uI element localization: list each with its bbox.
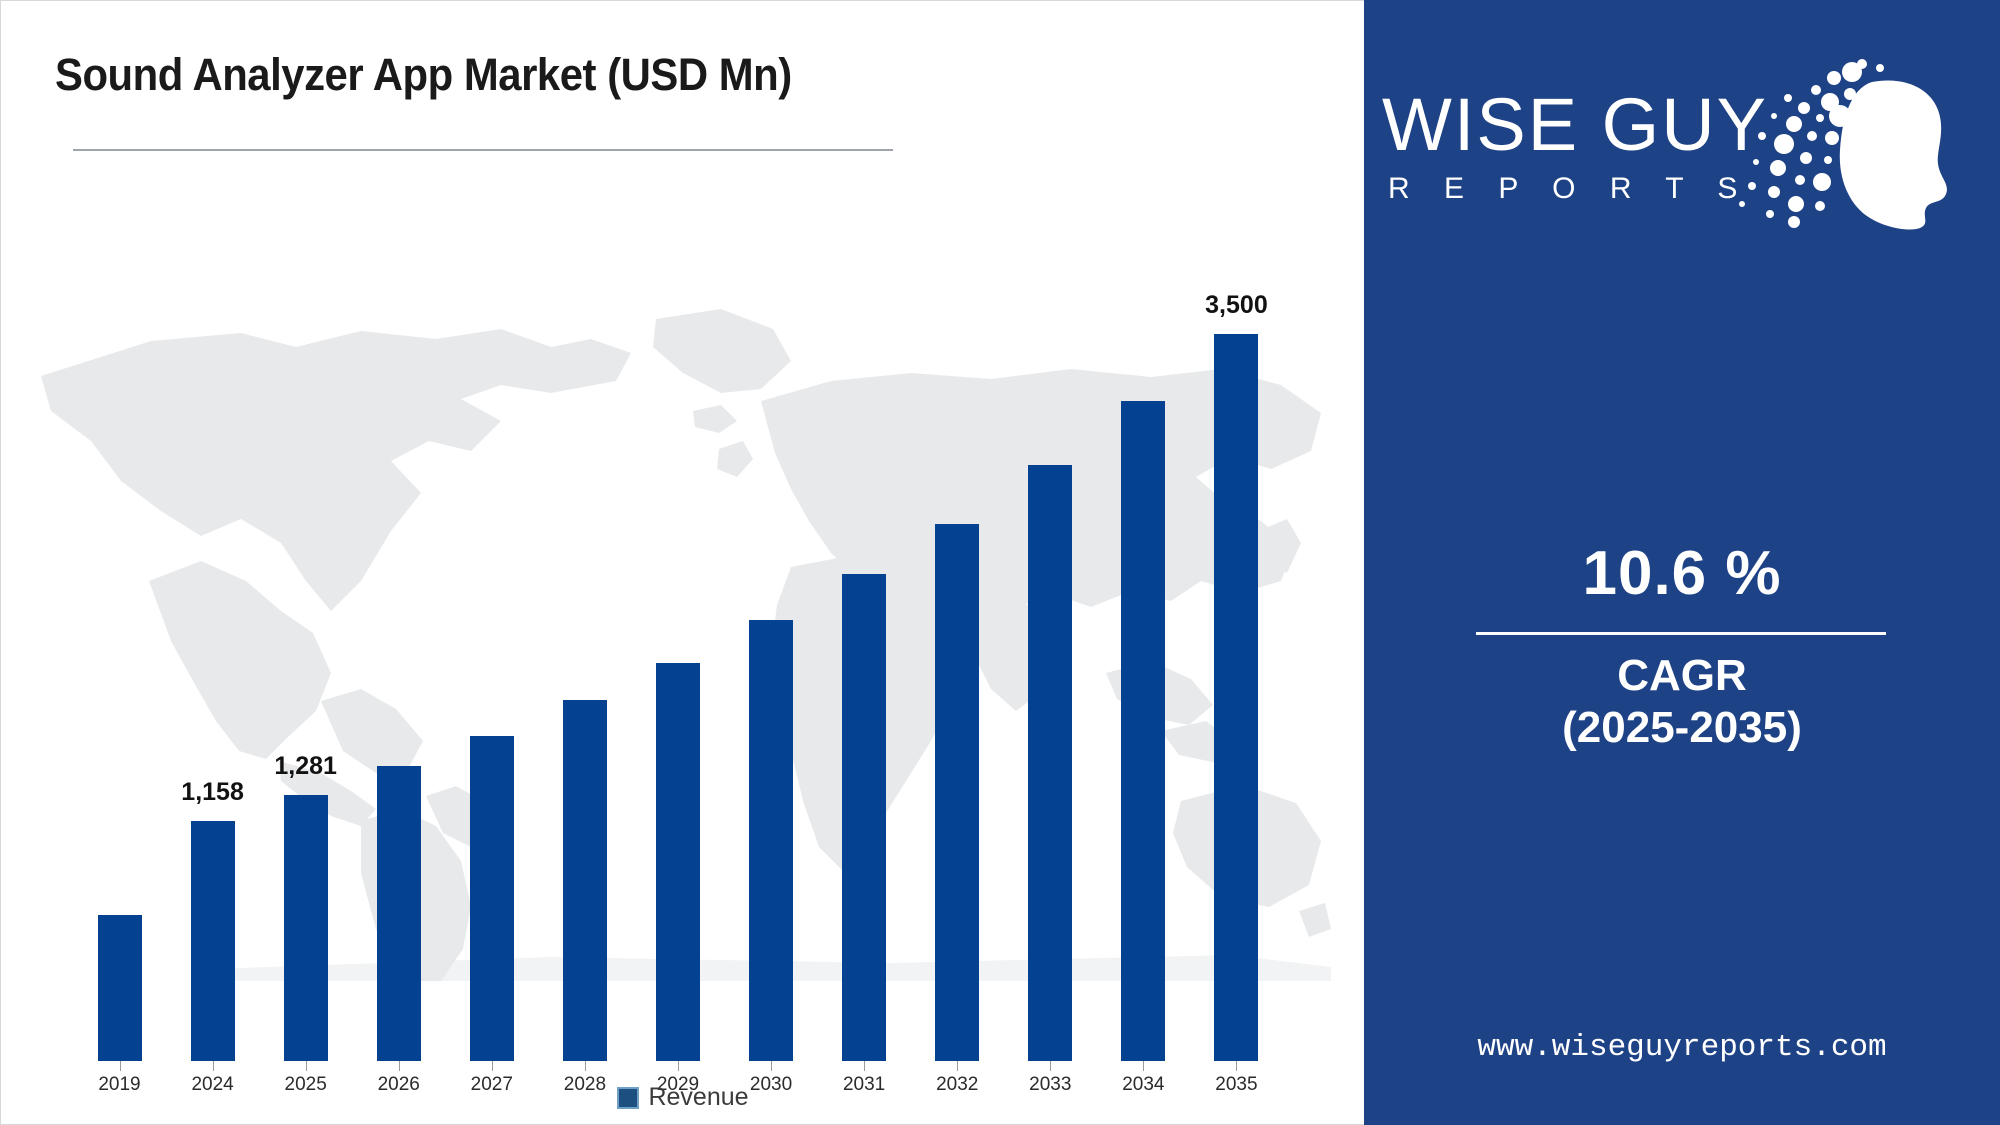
x-axis-label: 2031 (842, 1074, 886, 1095)
bar-group: 2028 (538, 241, 631, 1095)
bar[interactable] (190, 820, 235, 1061)
x-axis-label: 2025 (284, 1074, 327, 1095)
svg-text:R E P O R T S: R E P O R T S (1388, 172, 1750, 205)
x-axis-label: 2030 (749, 1074, 793, 1095)
x-axis-tick (771, 1061, 773, 1071)
x-axis-tick (398, 1061, 400, 1071)
bar-group: 2019 (73, 241, 166, 1095)
bar[interactable] (283, 795, 328, 1061)
bar-group: 1,158 2024 (166, 241, 259, 1095)
x-axis-tick (584, 1061, 586, 1071)
bar-group: 2031 (818, 241, 911, 1095)
svg-text:WISE GUY: WISE GUY (1382, 83, 1768, 166)
bar-group: 2032 (911, 241, 1004, 1095)
x-axis-label: 2032 (936, 1074, 979, 1095)
bar-value-label: 3,500 (1205, 291, 1268, 320)
x-axis-tick (677, 1061, 679, 1071)
plot-area: 2019 1,158 2024 1,281 2025 2026 2027 2028 2029 20… (1, 1, 1364, 1124)
x-axis-tick (491, 1061, 493, 1071)
x-axis-tick (957, 1061, 959, 1071)
bar[interactable] (469, 736, 514, 1061)
x-axis-label: 2035 (1215, 1074, 1258, 1095)
x-axis-label: 2019 (98, 1074, 141, 1095)
bar[interactable] (935, 523, 980, 1061)
x-axis-label: 2024 (191, 1074, 234, 1095)
bar[interactable] (1121, 400, 1166, 1061)
bar[interactable] (749, 620, 794, 1061)
x-axis-label: 2028 (563, 1074, 607, 1095)
bar-group: 2030 (725, 241, 818, 1095)
bar[interactable] (842, 573, 887, 1061)
brand-panel: WISE GUY R E P O R T S (1364, 0, 2000, 1125)
cagr-divider (1476, 632, 1886, 635)
bar[interactable] (1214, 334, 1259, 1061)
bar-group: 2029 (631, 241, 724, 1095)
cagr-caption-line1: CAGR (1617, 651, 1747, 700)
bar-group: 2027 (445, 241, 538, 1095)
bar[interactable] (562, 700, 607, 1061)
x-axis-label: 2026 (377, 1074, 420, 1095)
x-axis-tick (119, 1061, 121, 1071)
wiseguyreports-logo[interactable]: WISE GUY R E P O R T S (1364, 58, 2000, 238)
chart-legend: Revenue (1, 1083, 1364, 1112)
cagr-caption: CAGR (2025-2035) (1364, 650, 2000, 754)
bar[interactable] (1028, 464, 1073, 1061)
bar[interactable] (655, 663, 700, 1061)
legend-swatch-revenue (617, 1086, 640, 1109)
x-axis-tick (212, 1061, 214, 1071)
bar-value-label: 1,158 (181, 777, 244, 806)
x-axis-label: 2034 (1122, 1074, 1165, 1095)
x-axis-tick (1050, 1061, 1052, 1071)
chart-panel: Sound Analyzer App Market (USD Mn) (0, 0, 1364, 1125)
page-title: Sound Analyzer App Market (USD Mn) (55, 49, 792, 100)
bar-group: 1,281 2025 (259, 241, 352, 1095)
bar-group: 2033 (1004, 241, 1097, 1095)
bar-series: 2019 1,158 2024 1,281 2025 2026 2027 2028 2029 20… (73, 241, 1283, 1095)
bar-group: 3,500 2035 (1190, 241, 1283, 1095)
x-axis-tick (864, 1061, 866, 1071)
x-axis-label: 2027 (470, 1074, 513, 1095)
bar-group: 2034 (1097, 241, 1190, 1095)
legend-label-revenue: Revenue (648, 1083, 749, 1111)
bar[interactable] (376, 766, 421, 1061)
cagr-caption-line2: (2025-2035) (1562, 702, 1802, 752)
bar-value-label: 1,281 (274, 752, 337, 781)
title-divider (73, 149, 893, 151)
cagr-value: 10.6 % (1582, 539, 1782, 608)
x-axis-label: 2029 (656, 1074, 700, 1095)
x-axis-tick (305, 1061, 307, 1071)
x-axis-label: 2033 (1029, 1074, 1072, 1095)
x-axis-tick (1236, 1061, 1238, 1071)
bar[interactable] (97, 915, 142, 1061)
x-axis-tick (1143, 1061, 1145, 1071)
bar-group: 2026 (352, 241, 445, 1095)
website-url[interactable]: www.wiseguyreports.com (1477, 1030, 1887, 1065)
